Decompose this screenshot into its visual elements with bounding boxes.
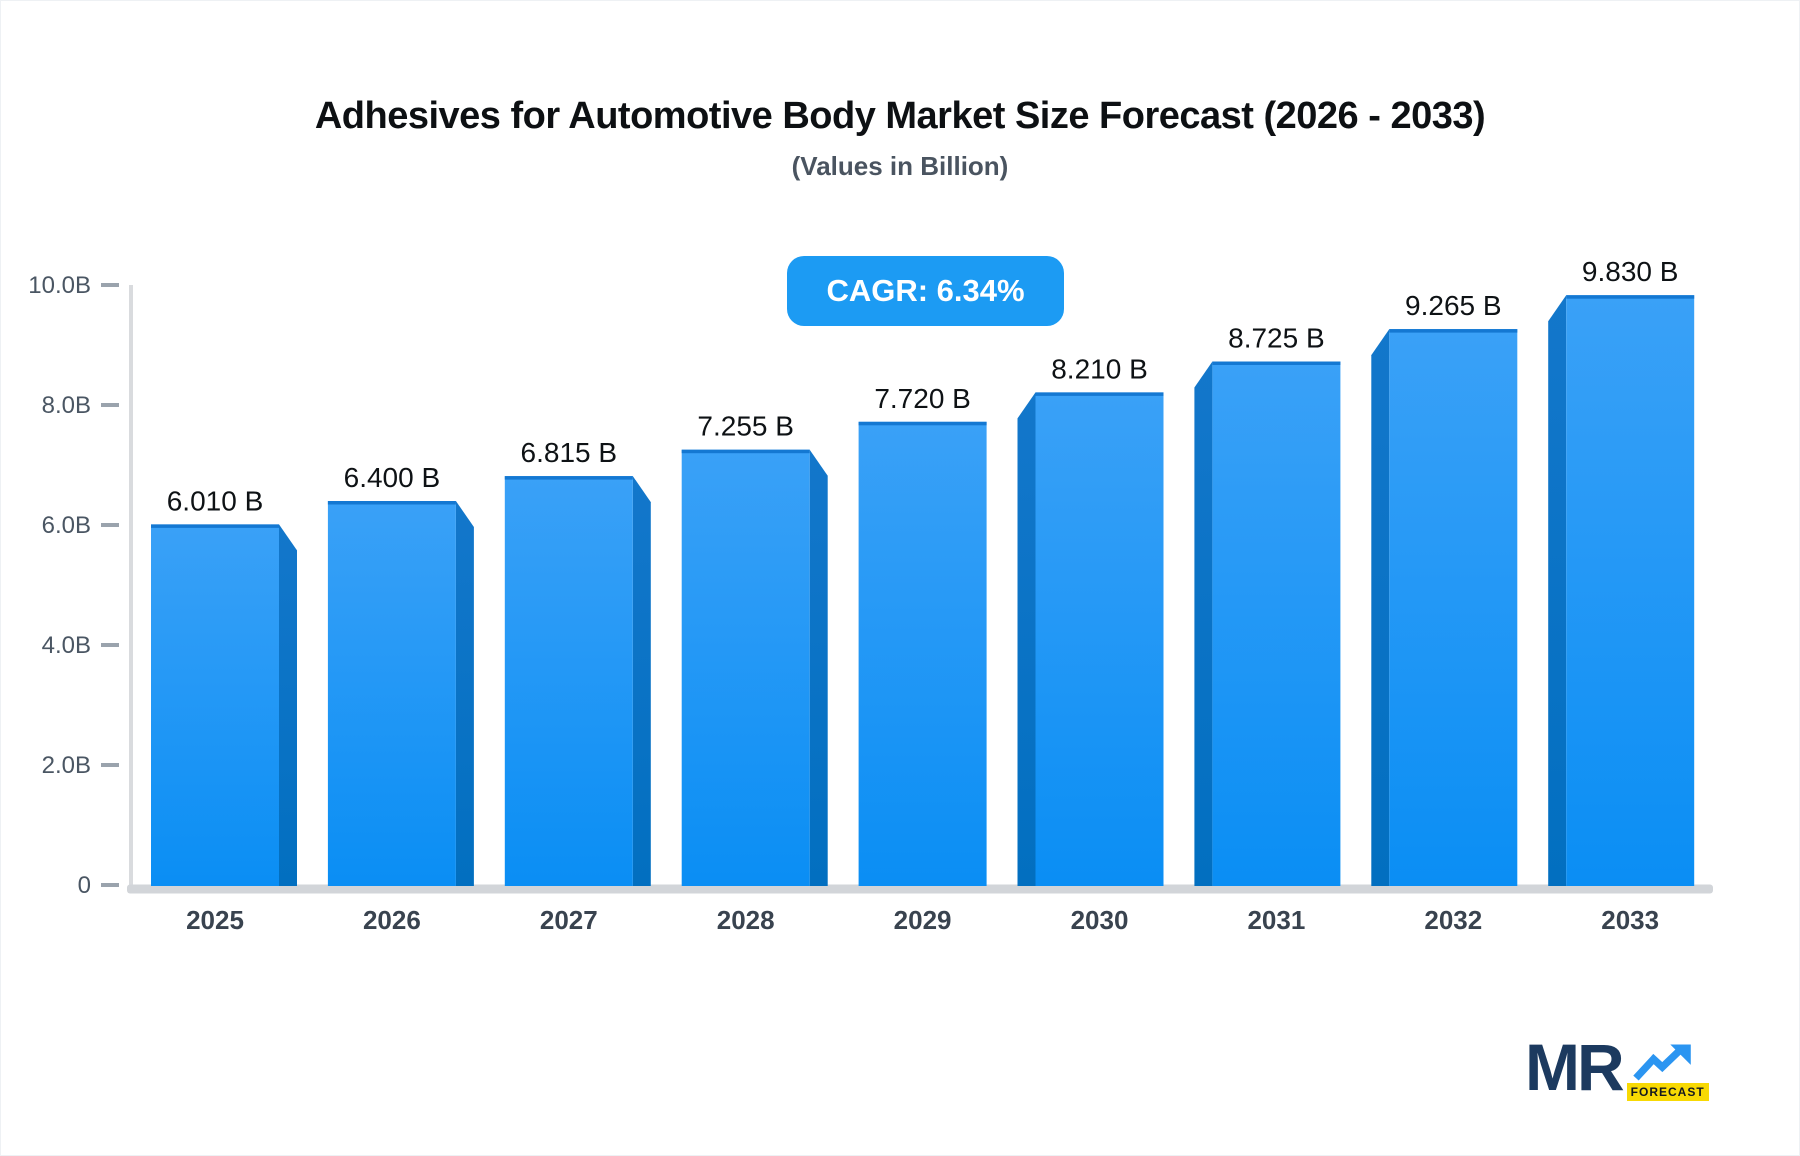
bar-top-edge bbox=[1389, 329, 1518, 333]
bar-face bbox=[504, 476, 633, 886]
x-axis-label: 2031 bbox=[1247, 905, 1305, 935]
bar-face bbox=[858, 421, 987, 886]
bar-side-face bbox=[455, 501, 474, 886]
bar-side-face bbox=[1371, 329, 1390, 887]
y-axis-tick bbox=[101, 283, 119, 287]
bar-value-label: 8.725 B bbox=[1228, 323, 1325, 354]
x-axis-label: 2028 bbox=[717, 905, 775, 935]
bar-top-edge bbox=[327, 501, 456, 505]
bar-top-edge bbox=[681, 449, 810, 454]
bar-side-face bbox=[632, 476, 651, 886]
bar-value-label: 9.830 B bbox=[1582, 256, 1679, 287]
x-axis-label: 2030 bbox=[1071, 905, 1129, 935]
x-axis-label: 2027 bbox=[540, 905, 598, 935]
bar-side-face bbox=[1017, 392, 1036, 886]
x-axis-label: 2025 bbox=[186, 905, 244, 935]
bar-value-label: 7.255 B bbox=[697, 411, 794, 442]
y-axis-tick bbox=[101, 523, 119, 527]
bar-2026 bbox=[327, 501, 474, 886]
x-axis-label: 2032 bbox=[1424, 905, 1482, 935]
bar-value-label: 6.400 B bbox=[344, 462, 441, 493]
trend-arrow-icon bbox=[1632, 1044, 1691, 1081]
bar-face bbox=[1035, 392, 1164, 886]
bar-face bbox=[681, 449, 810, 886]
brand-logo: MR FORECAST bbox=[1525, 1030, 1709, 1104]
y-axis-tick-label: 6.0B bbox=[42, 512, 91, 539]
bar-value-label: 6.010 B bbox=[167, 485, 264, 516]
x-axis-baseline bbox=[127, 884, 1713, 894]
logo-brand-text: MR bbox=[1525, 1030, 1625, 1104]
bar-face bbox=[1212, 361, 1341, 886]
cagr-badge: CAGR: 6.34% bbox=[787, 256, 1064, 326]
y-axis-tick-label: 0 bbox=[78, 872, 91, 899]
bar-side-face bbox=[1548, 295, 1567, 886]
bar-2032 bbox=[1371, 329, 1518, 887]
y-axis-tick-label: 8.0B bbox=[42, 392, 91, 419]
y-axis-tick bbox=[101, 643, 119, 647]
bar-side-face bbox=[1194, 361, 1213, 886]
bar-2033 bbox=[1548, 295, 1695, 886]
bar-face bbox=[1566, 295, 1695, 886]
bar-side-face bbox=[279, 524, 297, 886]
chart-title: Adhesives for Automotive Body Market Siz… bbox=[314, 95, 1486, 137]
bar-value-label: 8.210 B bbox=[1051, 353, 1148, 384]
bar-2030 bbox=[1017, 392, 1164, 886]
bar-top-edge bbox=[1212, 361, 1341, 365]
bar-2028 bbox=[681, 449, 828, 886]
y-axis-tick bbox=[101, 763, 119, 767]
x-axis-label: 2029 bbox=[894, 905, 952, 935]
y-axis-tick bbox=[101, 403, 119, 407]
y-axis-tick bbox=[101, 883, 119, 887]
x-axis-label: 2033 bbox=[1601, 905, 1659, 935]
bar-2031 bbox=[1194, 361, 1341, 886]
bar-top-edge bbox=[151, 524, 279, 528]
bar-value-label: 6.815 B bbox=[521, 437, 618, 468]
logo-right-column: FORECAST bbox=[1626, 1043, 1709, 1101]
bar-top-edge bbox=[858, 421, 987, 426]
bar-2027 bbox=[504, 476, 651, 886]
bar-value-label: 7.720 B bbox=[874, 383, 971, 414]
bar-face bbox=[1389, 329, 1518, 887]
bar-side-face bbox=[809, 449, 828, 886]
y-axis-tick-label: 10.0B bbox=[28, 272, 91, 299]
bar-top-edge bbox=[1566, 295, 1695, 299]
y-axis-line bbox=[129, 285, 133, 891]
bar-2029 bbox=[858, 421, 987, 886]
bar-face bbox=[327, 501, 456, 886]
bar-2025 bbox=[151, 524, 297, 886]
chart-subtitle: (Values in Billion) bbox=[791, 151, 1009, 181]
bar-face bbox=[151, 524, 279, 886]
x-axis-label: 2026 bbox=[363, 905, 421, 935]
logo-forecast-badge: FORECAST bbox=[1626, 1083, 1709, 1101]
y-axis-tick-label: 4.0B bbox=[42, 632, 91, 659]
y-axis-tick-label: 2.0B bbox=[42, 752, 91, 779]
bar-top-edge bbox=[1035, 392, 1164, 396]
bar-top-edge bbox=[504, 476, 633, 480]
bar-value-label: 9.265 B bbox=[1405, 290, 1502, 321]
